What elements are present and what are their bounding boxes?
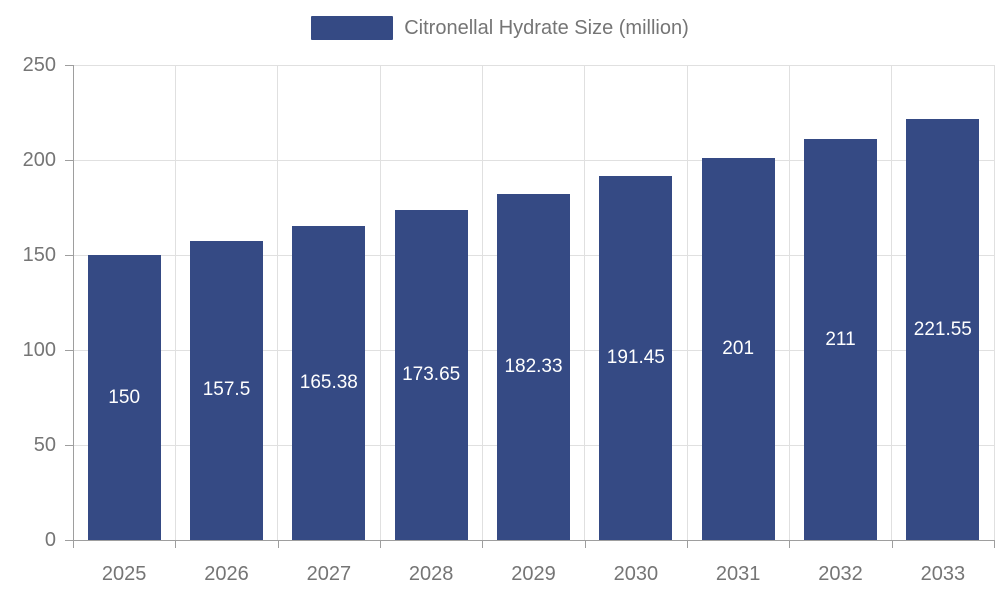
- bar-value-label: 150: [108, 386, 141, 408]
- bar-value-label: 182.33: [504, 355, 563, 377]
- x-axis-tick: [175, 540, 177, 548]
- y-tick-label: 100: [22, 339, 56, 361]
- gridline-vertical: [379, 65, 381, 540]
- gridline-horizontal: [73, 64, 994, 66]
- y-axis-line: [73, 65, 74, 541]
- bar: [394, 210, 468, 540]
- bar: [599, 176, 673, 540]
- y-axis-tick: [65, 160, 73, 161]
- x-tick-label: 2032: [818, 563, 863, 585]
- bar-value-label: 165.38: [299, 371, 358, 393]
- y-tick-label: 250: [22, 54, 56, 76]
- y-tick-label: 0: [44, 529, 56, 551]
- x-axis-tick: [584, 540, 586, 548]
- x-tick-label: 2030: [613, 563, 659, 585]
- bar: [804, 139, 877, 540]
- legend-swatch: [311, 16, 394, 40]
- y-axis-tick: [65, 540, 73, 541]
- y-tick-label: 50: [33, 434, 56, 456]
- y-axis-tick: [65, 255, 73, 256]
- x-tick-label: 2027: [306, 563, 352, 585]
- x-axis-tick: [73, 540, 74, 548]
- x-tick-label: 2031: [715, 563, 761, 585]
- gridline-vertical: [277, 65, 279, 540]
- x-tick-label: 2025: [101, 563, 147, 585]
- gridline-vertical: [686, 65, 688, 540]
- x-axis-line: [65, 540, 995, 541]
- x-axis-tick: [687, 540, 688, 548]
- bar: [292, 225, 366, 540]
- bar: [497, 193, 570, 540]
- bar-value-label: 211: [825, 328, 856, 350]
- x-axis-tick: [277, 540, 279, 548]
- gridline-vertical: [891, 65, 893, 540]
- gridline-vertical: [174, 65, 176, 540]
- x-tick-label: 2033: [920, 563, 966, 585]
- bar: [190, 240, 263, 540]
- x-axis-tick: [994, 540, 995, 548]
- y-axis-tick: [65, 65, 73, 66]
- x-tick-label: 2026: [204, 563, 249, 585]
- x-axis-tick: [482, 540, 484, 548]
- y-axis-tick: [65, 350, 73, 351]
- gridline-vertical: [993, 65, 995, 540]
- x-axis-tick: [789, 540, 791, 548]
- y-tick-label: 150: [22, 244, 56, 266]
- gridline-vertical: [481, 65, 483, 540]
- x-axis-tick: [891, 540, 893, 548]
- bar: [906, 119, 980, 540]
- x-tick-label: 2029: [511, 563, 556, 585]
- bar-value-label: 201: [722, 338, 755, 360]
- bar-value-label: 157.5: [202, 379, 251, 401]
- y-axis-tick: [65, 445, 73, 446]
- gridline-horizontal: [73, 159, 994, 161]
- y-tick-label: 200: [22, 149, 56, 171]
- bar-value-label: 173.65: [402, 364, 461, 386]
- gridline-vertical: [584, 65, 586, 540]
- bar-value-label: 191.45: [606, 347, 665, 369]
- x-axis-tick: [380, 540, 381, 548]
- bar-value-label: 221.55: [913, 318, 972, 340]
- bar: [701, 158, 775, 540]
- legend[interactable]: Citronellal Hydrate Size (million): [0, 16, 1000, 40]
- bar: [87, 255, 161, 540]
- x-tick-label: 2028: [408, 563, 454, 585]
- legend-label: Citronellal Hydrate Size (million): [404, 16, 689, 39]
- gridline-vertical: [788, 65, 790, 540]
